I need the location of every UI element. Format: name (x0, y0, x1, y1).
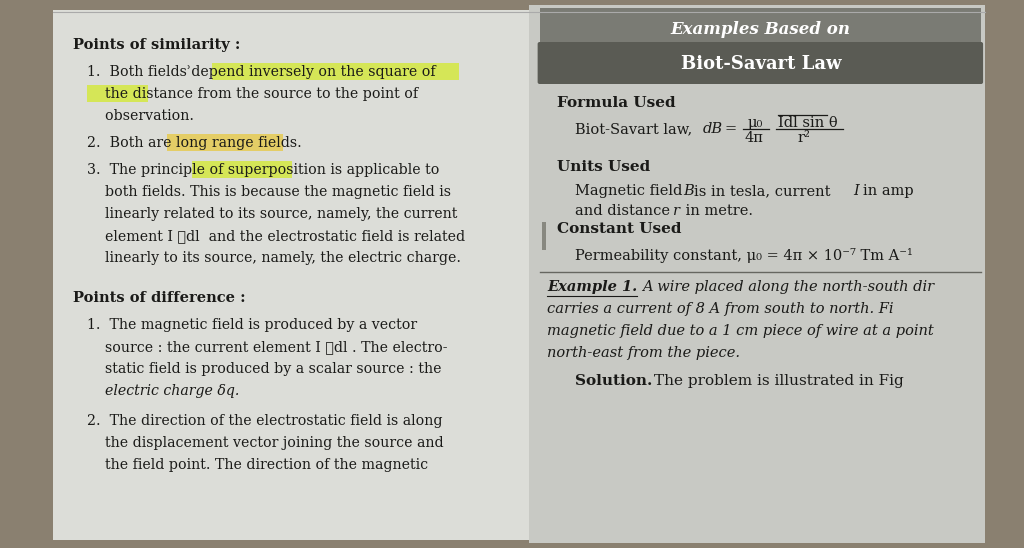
Text: Idl sin θ: Idl sin θ (778, 116, 838, 130)
Text: Example 1.: Example 1. (548, 280, 638, 294)
Text: Units Used: Units Used (557, 160, 650, 174)
Text: the displacement vector joining the source and: the displacement vector joining the sour… (87, 436, 444, 450)
Text: 3.  The principle of superposition is applicable to: 3. The principle of superposition is app… (87, 163, 439, 177)
Text: B: B (683, 184, 694, 198)
Text: μ₀: μ₀ (748, 116, 763, 130)
Text: 2.  Both are long range fields.: 2. Both are long range fields. (87, 136, 302, 150)
Text: A wire placed along the north-south dir: A wire placed along the north-south dir (642, 280, 935, 294)
Bar (212, 63, 459, 80)
Text: observation.: observation. (87, 109, 195, 123)
Text: r²: r² (798, 131, 811, 145)
Text: Permeability constant, μ₀ = 4π × 10⁻⁷ Tm A⁻¹: Permeability constant, μ₀ = 4π × 10⁻⁷ Tm… (574, 248, 912, 263)
Text: =: = (725, 122, 737, 136)
Text: magnetic field due to a 1 cm piece of wire at a point: magnetic field due to a 1 cm piece of wi… (548, 324, 934, 338)
Text: source : the current element I ⃗dl . The electro-: source : the current element I ⃗dl . The… (87, 340, 447, 354)
Text: 1.  Both fieldsʾdepend inversely on the square of: 1. Both fieldsʾdepend inversely on the s… (87, 65, 436, 79)
Text: Points of similarity :: Points of similarity : (73, 38, 241, 52)
Text: both fields. This is because the magnetic field is: both fields. This is because the magneti… (87, 185, 452, 199)
FancyBboxPatch shape (538, 42, 983, 84)
Text: 1.  The magnetic field is produced by a vector: 1. The magnetic field is produced by a v… (87, 318, 418, 332)
Text: in amp: in amp (863, 184, 913, 198)
Bar (53, 10, 529, 540)
Text: dB: dB (702, 122, 723, 136)
Text: Biot-Savart law,: Biot-Savart law, (574, 122, 696, 136)
Text: carries a current of 8 A from south to north. Fi: carries a current of 8 A from south to n… (548, 302, 894, 316)
Text: the field point. The direction of the magnetic: the field point. The direction of the ma… (87, 458, 428, 472)
Text: the distance from the source to the point of: the distance from the source to the poin… (87, 87, 419, 101)
Text: I: I (853, 184, 859, 198)
Text: and distance: and distance (574, 204, 674, 218)
Text: 2.  The direction of the electrostatic field is along: 2. The direction of the electrostatic fi… (87, 414, 442, 428)
Text: r: r (673, 204, 680, 218)
Text: The problem is illustrated in Fig: The problem is illustrated in Fig (654, 374, 904, 388)
Text: Examples Based on: Examples Based on (671, 21, 851, 38)
Text: Solution.: Solution. (574, 374, 652, 388)
Bar (193, 161, 292, 178)
Text: linearly related to its source, namely, the current: linearly related to its source, namely, … (87, 207, 458, 221)
Text: electric charge δq.: electric charge δq. (87, 384, 240, 398)
Bar (167, 134, 284, 151)
Text: Magnetic field: Magnetic field (574, 184, 686, 198)
Text: Constant Used: Constant Used (557, 222, 682, 236)
Text: in metre.: in metre. (681, 204, 754, 218)
Text: Biot-Savart Law: Biot-Savart Law (681, 55, 841, 73)
Text: 4π: 4π (744, 131, 763, 145)
Text: static field is produced by a scalar source : the: static field is produced by a scalar sou… (87, 362, 441, 376)
Text: is in tesla, current: is in tesla, current (694, 184, 835, 198)
Bar (529, 5, 985, 543)
Text: element I ⃗dl  and the electrostatic field is related: element I ⃗dl and the electrostatic fiel… (87, 229, 466, 243)
Text: linearly to its source, namely, the electric charge.: linearly to its source, namely, the elec… (87, 251, 462, 265)
Text: north-east from the piece.: north-east from the piece. (548, 346, 740, 360)
Text: Formula Used: Formula Used (557, 96, 676, 110)
Bar (87, 85, 147, 102)
Bar (542, 222, 547, 250)
Bar (540, 8, 981, 46)
Text: Points of difference :: Points of difference : (73, 291, 246, 305)
